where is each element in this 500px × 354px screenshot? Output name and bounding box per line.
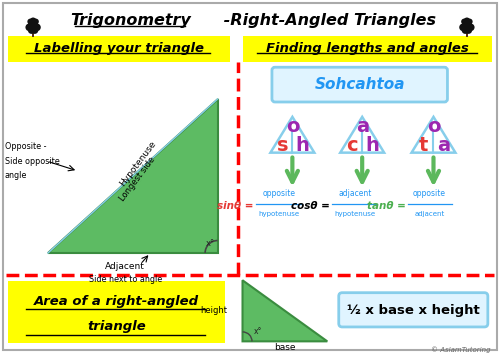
- Text: cosθ =: cosθ =: [291, 201, 330, 211]
- Circle shape: [467, 23, 474, 31]
- Bar: [466, 31, 468, 37]
- Text: a: a: [437, 136, 450, 155]
- Text: opposite: opposite: [262, 189, 296, 198]
- Circle shape: [28, 19, 34, 25]
- FancyBboxPatch shape: [339, 293, 488, 327]
- Text: Sohcahtoa: Sohcahtoa: [314, 77, 405, 92]
- Circle shape: [462, 27, 469, 34]
- Text: tanθ =: tanθ =: [366, 201, 406, 211]
- Text: a: a: [356, 117, 369, 136]
- Text: Finding lengths and angles: Finding lengths and angles: [266, 42, 468, 55]
- Circle shape: [33, 19, 39, 25]
- Circle shape: [461, 19, 467, 25]
- Text: sinθ =: sinθ =: [217, 201, 254, 211]
- Text: Longest side: Longest side: [118, 155, 158, 204]
- Circle shape: [465, 27, 472, 34]
- Text: x°: x°: [206, 239, 215, 247]
- Text: Area of a right-angled: Area of a right-angled: [34, 295, 200, 308]
- Text: ½ x base x height: ½ x base x height: [347, 304, 480, 316]
- Circle shape: [28, 19, 38, 29]
- Text: Side next to angle: Side next to angle: [88, 275, 162, 284]
- Polygon shape: [48, 99, 217, 253]
- Text: h: h: [365, 136, 379, 155]
- FancyBboxPatch shape: [272, 67, 448, 102]
- Text: Side opposite: Side opposite: [4, 156, 60, 166]
- Text: hypotenuse: hypotenuse: [258, 211, 300, 217]
- Text: o: o: [426, 117, 440, 136]
- Polygon shape: [242, 280, 328, 341]
- Circle shape: [464, 17, 470, 25]
- Bar: [242, 36, 492, 62]
- Circle shape: [33, 23, 41, 31]
- Text: Adjacent: Adjacent: [106, 262, 146, 272]
- Text: adjacent: adjacent: [338, 189, 372, 198]
- Text: s: s: [276, 136, 288, 155]
- Text: o: o: [286, 117, 299, 136]
- Text: c: c: [346, 136, 358, 155]
- Text: height: height: [200, 306, 228, 315]
- Circle shape: [462, 19, 472, 29]
- Text: Opposite -: Opposite -: [4, 142, 46, 151]
- Text: angle: angle: [4, 171, 27, 181]
- Bar: [8, 36, 230, 62]
- Text: t: t: [419, 136, 428, 155]
- Circle shape: [30, 17, 36, 25]
- Text: -Right-Angled Triangles: -Right-Angled Triangles: [218, 13, 436, 28]
- Circle shape: [26, 23, 33, 31]
- Bar: [8, 281, 225, 343]
- Bar: [32, 31, 34, 37]
- Text: adjacent: adjacent: [414, 211, 444, 217]
- Circle shape: [459, 23, 467, 31]
- Text: © AslamTutoring: © AslamTutoring: [430, 346, 490, 353]
- Text: Trigonometry: Trigonometry: [70, 13, 190, 28]
- Text: x°: x°: [254, 327, 262, 336]
- Text: Labelling your triangle: Labelling your triangle: [34, 42, 204, 55]
- Text: Hypotenuse: Hypotenuse: [118, 139, 158, 188]
- Circle shape: [466, 19, 472, 25]
- Text: hypotenuse: hypotenuse: [334, 211, 376, 217]
- Text: triangle: triangle: [88, 320, 146, 333]
- Text: opposite: opposite: [413, 189, 446, 198]
- Circle shape: [31, 27, 38, 34]
- Text: base: base: [274, 343, 295, 352]
- Text: h: h: [296, 136, 310, 155]
- Circle shape: [28, 27, 35, 34]
